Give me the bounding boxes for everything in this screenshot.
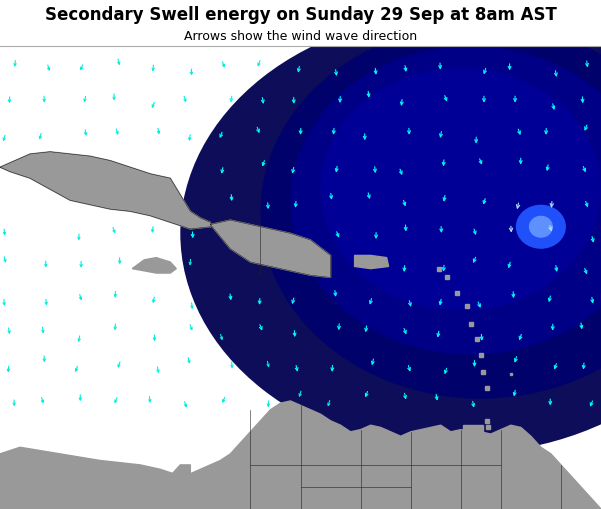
Text: Arrows show the wind wave direction: Arrows show the wind wave direction <box>184 30 417 43</box>
Polygon shape <box>355 256 389 269</box>
Ellipse shape <box>290 47 601 355</box>
Polygon shape <box>0 401 601 509</box>
Polygon shape <box>0 153 210 230</box>
Ellipse shape <box>260 25 601 399</box>
Ellipse shape <box>516 205 566 249</box>
Ellipse shape <box>320 69 601 311</box>
Ellipse shape <box>529 216 553 238</box>
Polygon shape <box>210 221 331 278</box>
Polygon shape <box>132 258 176 273</box>
Polygon shape <box>0 465 191 509</box>
Text: Secondary Swell energy on Sunday 29 Sep at 8am AST: Secondary Swell energy on Sunday 29 Sep … <box>44 6 557 24</box>
Polygon shape <box>463 426 483 439</box>
Ellipse shape <box>180 14 601 454</box>
